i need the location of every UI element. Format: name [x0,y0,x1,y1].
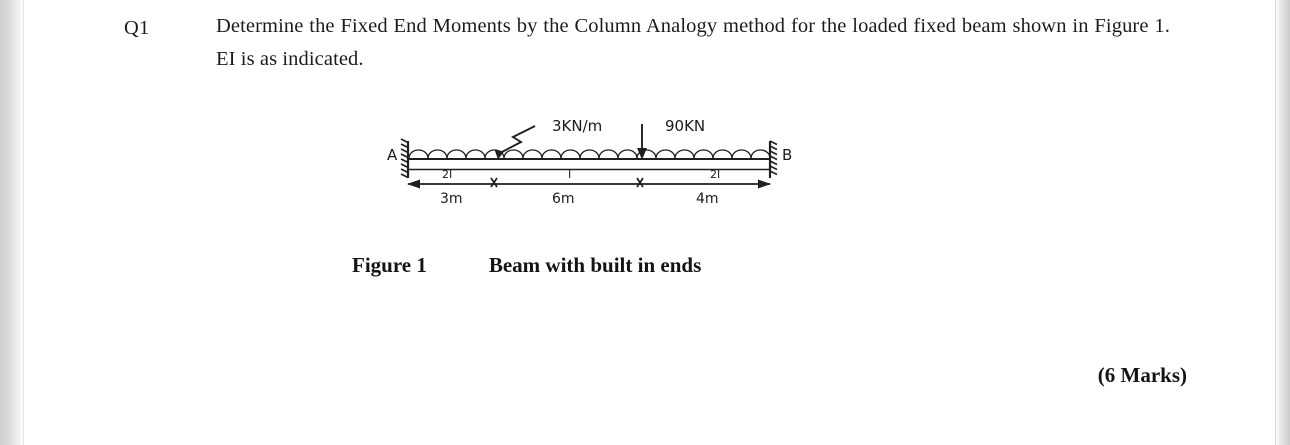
beam-figure: A B [380,108,810,213]
support-label-a: A [387,146,398,164]
question-number: Q1 [124,17,150,39]
figure-caption: Figure 1 Beam with built in ends [352,253,701,278]
figure-caption-label: Figure 1 [352,253,427,277]
fixed-support-b-icon [768,140,778,178]
point-load-label: 90KN [665,117,705,135]
dimension-label-right: 4m [696,191,719,207]
marks-allocation: (6 Marks) [1097,363,1187,387]
beam-element [408,157,770,171]
support-label-b: B [782,146,792,164]
page-left-border [23,0,24,445]
distributed-load-label: 3KN/m [552,117,602,135]
distributed-load-leader-line [494,125,536,160]
dimension-tick-2 [636,177,644,188]
page-right-border [1275,0,1276,445]
page-right-edge-shadow [1276,0,1290,445]
stiffness-label-left: 2I [442,168,452,181]
stiffness-label-right: 2I [710,168,720,181]
fixed-support-a-icon [400,138,410,179]
figure-caption-title: Beam with built in ends [488,253,702,277]
stiffness-label-middle: I [568,168,571,181]
dimension-line [407,177,771,189]
page-left-edge-shadow [0,0,23,445]
dimension-tick-1 [490,177,498,188]
question-text: Determine the Fixed End Moments by the C… [216,15,1170,71]
beam-diagram-svg: A B [387,117,792,207]
point-load-arrow [637,124,647,160]
distributed-load-arcs [408,149,771,159]
dimension-label-middle: 6m [552,191,575,207]
question-block: Q1 Determine the Fixed End Moments by th… [124,10,1170,76]
dimension-label-left: 3m [440,191,463,207]
